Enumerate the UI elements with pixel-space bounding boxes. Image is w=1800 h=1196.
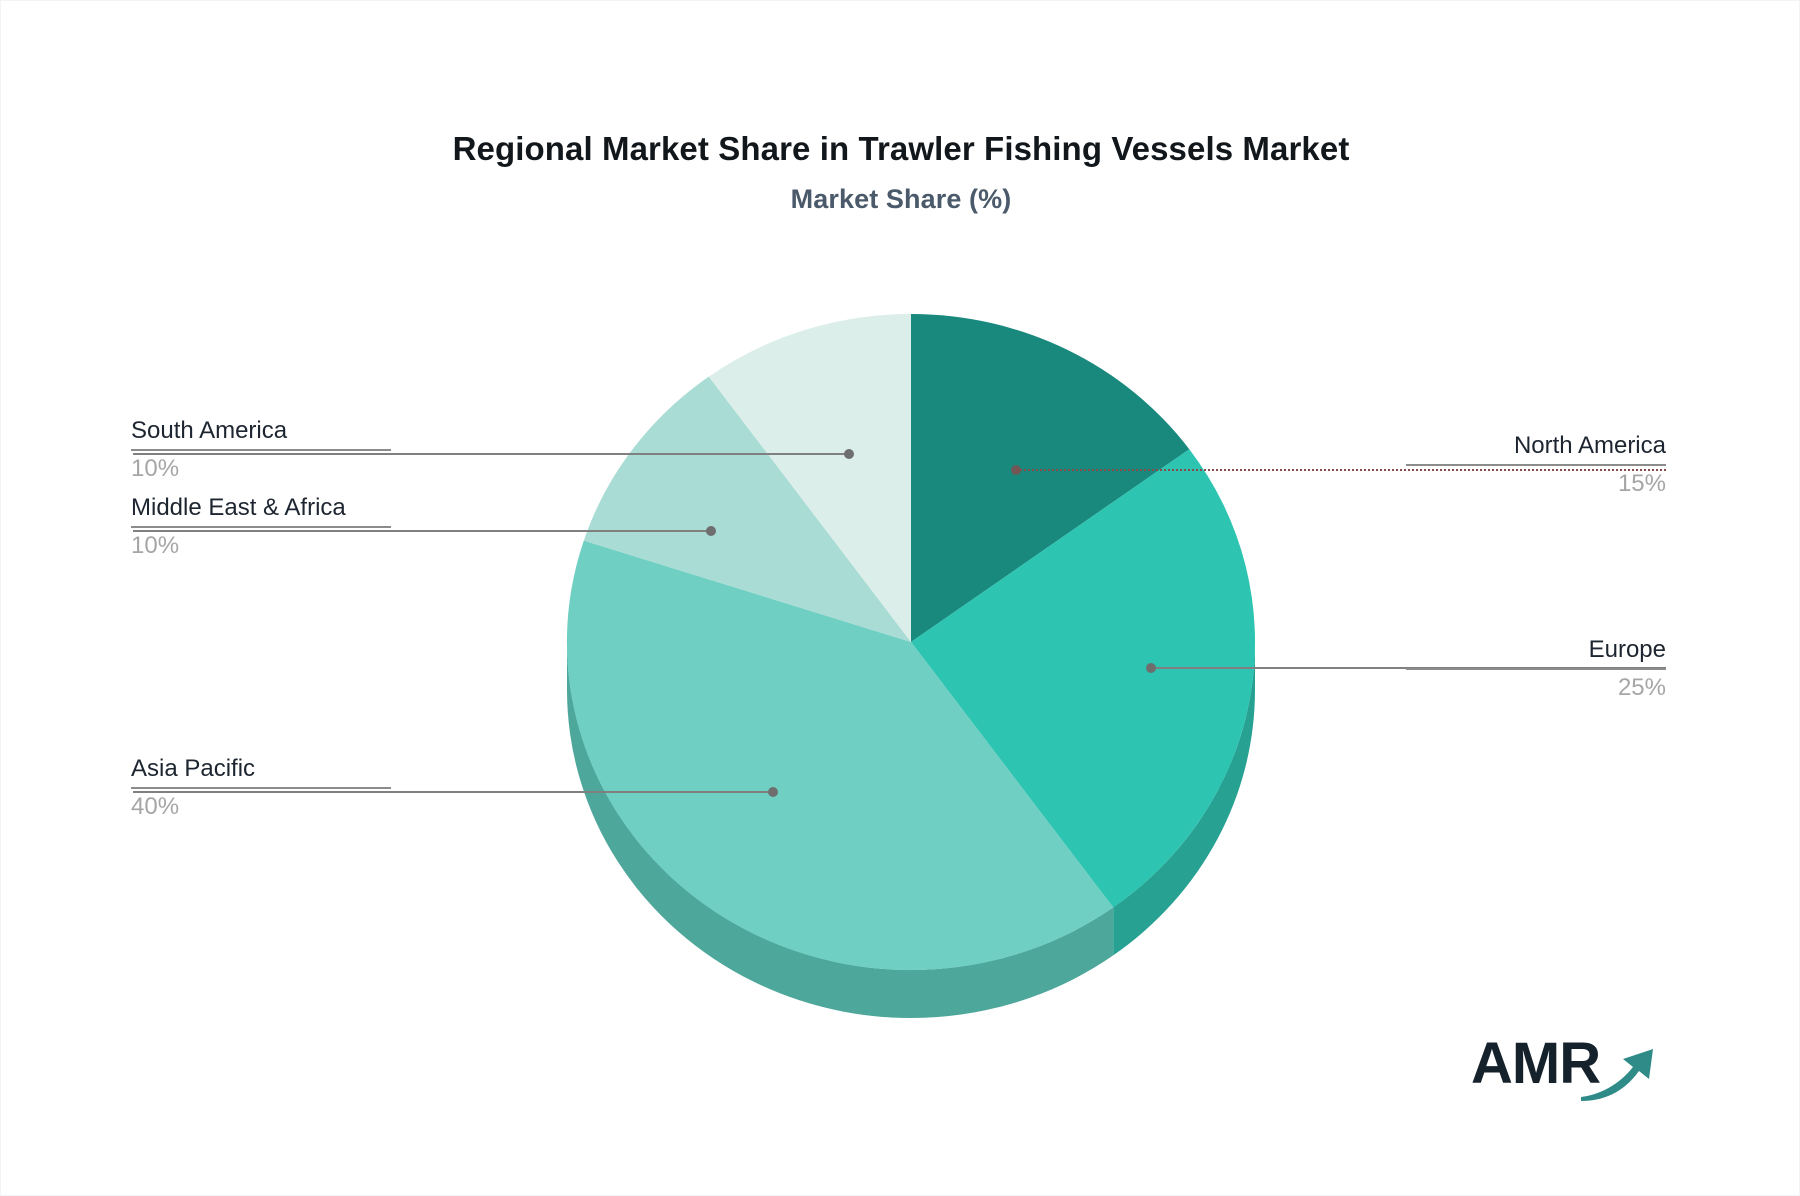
growth-arrow-icon	[1581, 1049, 1653, 1101]
amr-logo-text: AMR	[1471, 1031, 1601, 1096]
callout-value-south-america: 10%	[131, 455, 180, 483]
leader-line-europe	[1146, 663, 1666, 673]
callout-label-europe: Europe	[1588, 636, 1666, 663]
amr-logo: AMR	[1471, 1031, 1653, 1103]
callout-value-middle-east-africa: 10%	[131, 532, 180, 560]
callout-rule-asia-pacific	[131, 787, 391, 790]
callout-asia-pacific: Asia Pacific 40%	[131, 754, 391, 822]
callout-label-south-america: South America	[131, 417, 288, 444]
callout-rule-north-america	[1406, 464, 1666, 467]
leader-line-middle-east-africa	[133, 526, 716, 536]
pie-slice-north-america[interactable]	[911, 314, 1190, 642]
pie-slices	[566, 314, 1256, 971]
callout-value-asia-pacific: 40%	[131, 793, 180, 821]
callout-rule-europe	[1406, 668, 1666, 671]
callout-label-middle-east-africa: Middle East & Africa	[131, 494, 346, 521]
pie-slice-asia-pacific[interactable]	[566, 540, 1114, 971]
leader-line-south-america	[133, 449, 854, 459]
callout-value-europe: 25%	[1617, 674, 1666, 702]
callout-north-america: North America 15%	[1406, 431, 1666, 499]
callout-south-america: South America 10%	[131, 416, 391, 484]
pie-slice-south-america[interactable]	[708, 314, 911, 642]
callout-label-north-america: North America	[1513, 432, 1666, 459]
callout-middle-east-africa: Middle East & Africa 10%	[131, 493, 391, 561]
leader-line-asia-pacific	[133, 787, 778, 797]
callout-value-north-america: 15%	[1617, 470, 1666, 498]
pie-slice-middle-east-africa[interactable]	[583, 376, 911, 642]
pie-3d-side	[567, 642, 1255, 1019]
callout-rule-south-america	[131, 449, 391, 452]
pie-slice-europe[interactable]	[911, 449, 1256, 908]
pie-side-europe	[1113, 642, 1255, 956]
callout-rule-middle-east-africa	[131, 526, 391, 529]
leader-lines	[133, 449, 1666, 797]
callout-label-asia-pacific: Asia Pacific	[131, 755, 256, 782]
callout-europe: Europe 25%	[1406, 635, 1666, 703]
leader-line-north-america	[1011, 465, 1666, 475]
pie-side-asia-pacific	[567, 642, 1114, 1019]
